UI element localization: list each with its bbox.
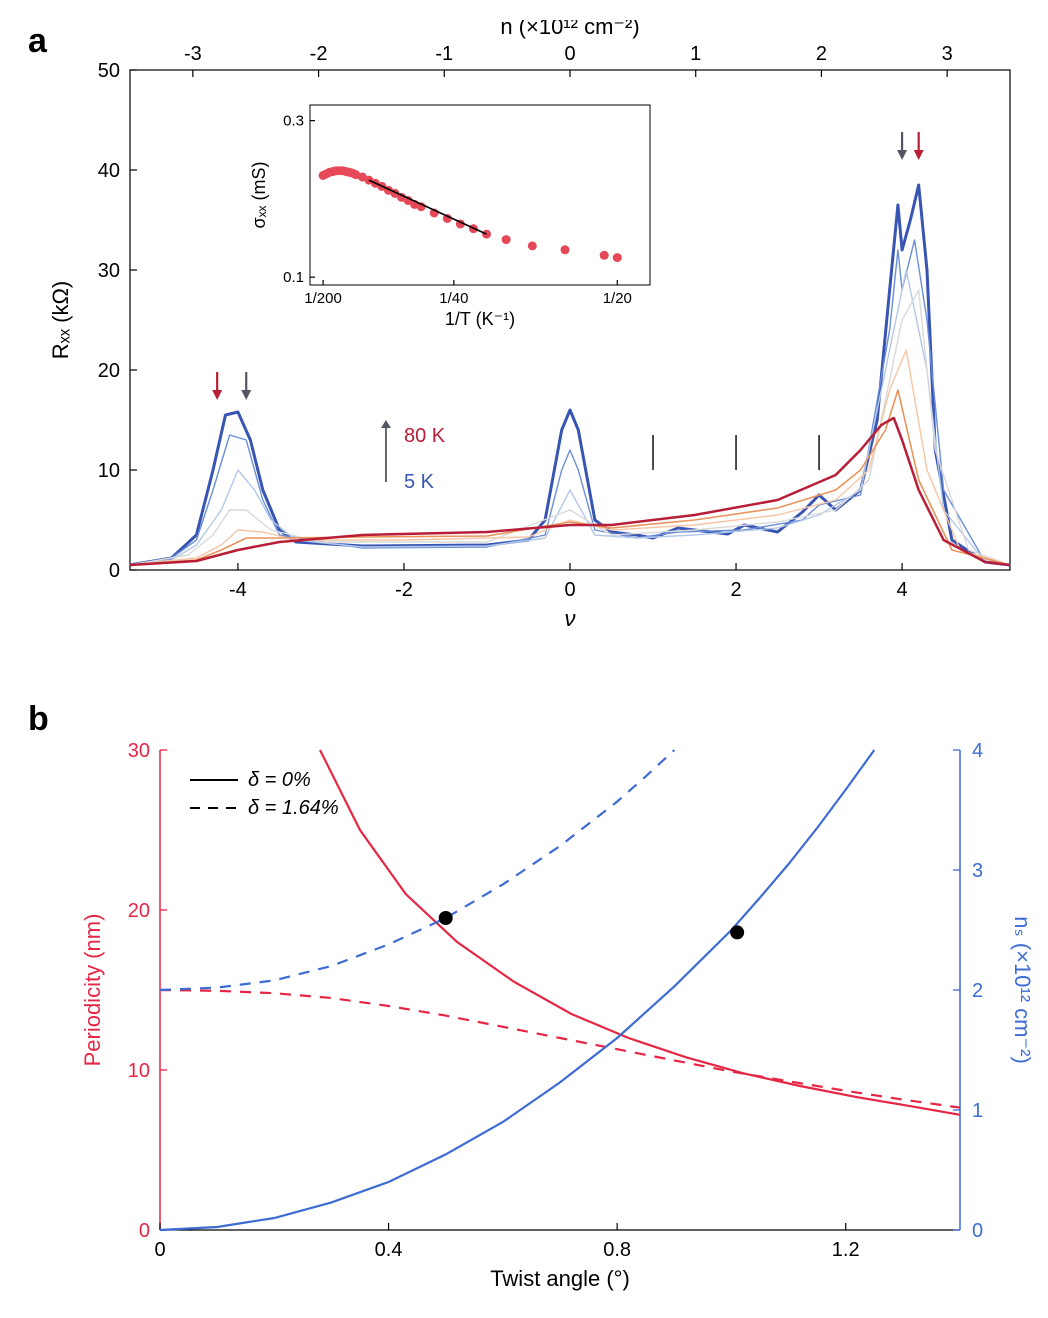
right-ytick: 2 bbox=[972, 980, 983, 1002]
right-ytick: 0 bbox=[972, 1220, 983, 1242]
xtick-label: -4 bbox=[229, 579, 247, 601]
right-ytick: 4 bbox=[972, 740, 983, 762]
ns_solid bbox=[160, 750, 874, 1230]
inset-box bbox=[310, 105, 650, 285]
left-ytick: 30 bbox=[128, 740, 150, 762]
top-tick-label: 3 bbox=[942, 43, 953, 65]
dark-arrow-icon-head bbox=[241, 390, 251, 400]
right-ytick: 1 bbox=[972, 1100, 983, 1122]
panel-b-xtick: 0.4 bbox=[375, 1239, 403, 1261]
left-ytick: 10 bbox=[128, 1060, 150, 1082]
top-tick-label: 2 bbox=[816, 43, 827, 65]
ytick-label: 20 bbox=[98, 360, 120, 382]
panel-b-right-ylabel: nₛ (×10¹² cm⁻²) bbox=[1010, 916, 1035, 1064]
top-tick-label: -2 bbox=[310, 43, 328, 65]
panel-b-xlabel: Twist angle (°) bbox=[490, 1266, 630, 1291]
xtick-label: -2 bbox=[395, 579, 413, 601]
inset-ylabel: σₓₓ (mS) bbox=[249, 162, 269, 229]
left-ytick: 0 bbox=[139, 1220, 150, 1242]
marker-dot bbox=[439, 911, 453, 925]
xtick-label: 2 bbox=[730, 579, 741, 601]
xtick-label: 0 bbox=[564, 579, 575, 601]
inset-xtick: 1/20 bbox=[603, 290, 632, 307]
ytick-label: 30 bbox=[98, 260, 120, 282]
left-ytick: 20 bbox=[128, 900, 150, 922]
red-arrow-icon-head bbox=[914, 150, 924, 160]
inset-data-point bbox=[561, 245, 570, 254]
panel-a-chart: -4-202401020304050-3-2-10123νn (×10¹² cm… bbox=[20, 20, 1048, 680]
panel-b-xtick: 1.2 bbox=[832, 1239, 860, 1261]
ns_dash bbox=[160, 750, 674, 990]
top-tick-label: 0 bbox=[564, 43, 575, 65]
panel-a-xlabel: ν bbox=[565, 606, 576, 631]
inset-data-point bbox=[528, 241, 537, 250]
temp-low-label: 5 K bbox=[404, 471, 435, 493]
legend-label: δ = 0% bbox=[248, 769, 311, 791]
rxx-curve bbox=[130, 350, 1010, 565]
top-tick-label: 1 bbox=[690, 43, 701, 65]
panel-a-ylabel: Rₓₓ (kΩ) bbox=[48, 281, 73, 360]
ytick-label: 10 bbox=[98, 460, 120, 482]
inset-data-point bbox=[600, 251, 609, 260]
inset-xtick: 1/40 bbox=[439, 290, 468, 307]
ytick-label: 0 bbox=[109, 560, 120, 582]
temp-arrow-head-icon bbox=[381, 420, 391, 428]
dark-arrow-icon-head bbox=[897, 150, 907, 160]
xtick-label: 4 bbox=[897, 579, 908, 601]
legend-label: δ = 1.64% bbox=[248, 797, 339, 819]
right-ytick: 3 bbox=[972, 860, 983, 882]
top-tick-label: -1 bbox=[435, 43, 453, 65]
red-arrow-icon-head bbox=[212, 390, 222, 400]
ytick-label: 50 bbox=[98, 60, 120, 82]
inset-data-point bbox=[613, 253, 622, 262]
inset-xtick: 1/200 bbox=[304, 290, 342, 307]
inset-data-point bbox=[502, 235, 511, 244]
ytick-label: 40 bbox=[98, 160, 120, 182]
inset-ytick: 0.1 bbox=[283, 269, 304, 286]
figure-root: a b -4-202401020304050-3-2-10123νn (×10¹… bbox=[20, 20, 1048, 1298]
panel-b-xtick: 0.8 bbox=[603, 1239, 631, 1261]
panel-b-chart: 0 0.4 0.8 1.2 0 10 20 30 0 1 2 3 4 Twist angle (°) Per… bbox=[20, 700, 1048, 1298]
temp-high-label: 80 K bbox=[404, 425, 446, 447]
marker-dot bbox=[730, 925, 744, 939]
top-tick-label: -3 bbox=[184, 43, 202, 65]
panel-a-toplabel: n (×10¹² cm⁻²) bbox=[500, 20, 639, 39]
panel-b-xtick: 0 bbox=[154, 1239, 165, 1261]
inset-xlabel: 1/T (K⁻¹) bbox=[445, 309, 515, 329]
panel-b-left-ylabel: Periodicity (nm) bbox=[80, 914, 105, 1067]
inset-ytick: 0.3 bbox=[283, 113, 304, 130]
